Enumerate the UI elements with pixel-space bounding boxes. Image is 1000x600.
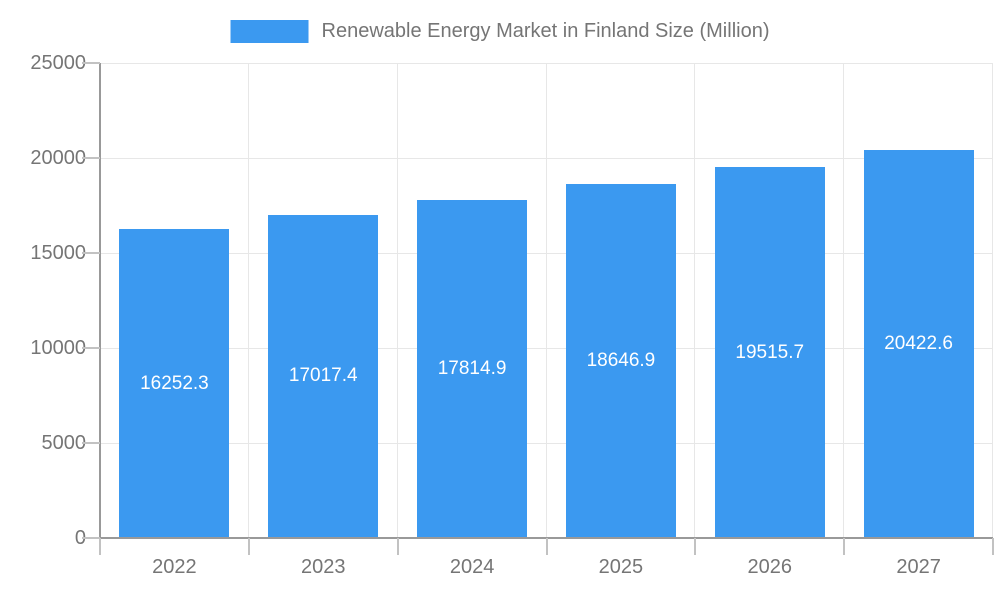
bar xyxy=(268,214,379,538)
y-axis-line xyxy=(99,63,101,539)
x-tick-mark xyxy=(397,538,399,555)
x-axis-tick-label: 2027 xyxy=(896,556,941,578)
x-axis-tick-label: 2022 xyxy=(152,556,197,578)
y-axis-tick-label: 5000 xyxy=(41,432,87,454)
x-axis-tick-label: 2023 xyxy=(301,556,346,578)
y-axis-tick-label: 20000 xyxy=(30,147,86,169)
x-tick-mark xyxy=(99,538,101,555)
y-tick-mark xyxy=(82,62,100,64)
x-axis-tick-label: 2025 xyxy=(598,556,644,578)
bar xyxy=(714,167,825,538)
y-axis-tick-label: 25000 xyxy=(30,52,86,74)
y-tick-mark xyxy=(82,537,100,539)
legend-swatch xyxy=(230,20,309,43)
x-tick-mark xyxy=(248,538,250,555)
bar-value-label: 19515.7 xyxy=(735,341,805,363)
legend[interactable]: Renewable Energy Market in Finland Size … xyxy=(230,20,770,43)
bar xyxy=(119,229,230,538)
gridline-vertical xyxy=(694,63,695,538)
bar-value-label: 18646.9 xyxy=(586,349,656,371)
y-axis-tick-label: 10000 xyxy=(30,337,86,359)
x-axis-tick-label: 2026 xyxy=(747,556,793,578)
y-tick-mark xyxy=(82,157,100,159)
x-tick-mark xyxy=(992,538,994,555)
bar xyxy=(417,199,528,538)
bar-value-label: 16252.3 xyxy=(140,372,209,394)
gridline-vertical xyxy=(397,63,398,538)
x-tick-mark xyxy=(843,538,845,555)
x-tick-mark xyxy=(546,538,548,555)
bar-value-label: 17814.9 xyxy=(437,357,507,379)
legend-label: Renewable Energy Market in Finland Size … xyxy=(321,20,770,42)
y-tick-mark xyxy=(82,252,100,254)
gridline-vertical xyxy=(248,63,249,538)
y-tick-mark xyxy=(82,347,100,349)
bar-value-label: 17017.4 xyxy=(288,365,358,387)
y-axis-tick-label: 15000 xyxy=(30,242,86,264)
gridline-vertical xyxy=(843,63,844,538)
bar-value-label: 20422.6 xyxy=(884,332,953,354)
y-tick-mark xyxy=(82,442,100,444)
bar xyxy=(863,149,974,538)
y-axis-tick-label: 0 xyxy=(74,527,86,549)
x-tick-mark xyxy=(694,538,696,555)
x-axis-tick-label: 2024 xyxy=(449,556,495,578)
gridline-vertical xyxy=(992,63,993,538)
gridline-vertical xyxy=(546,63,547,538)
bar xyxy=(565,183,676,538)
plot-area: 16252.3 17017.4 17814.9 18646.9 19515.7 20422… xyxy=(100,63,993,538)
